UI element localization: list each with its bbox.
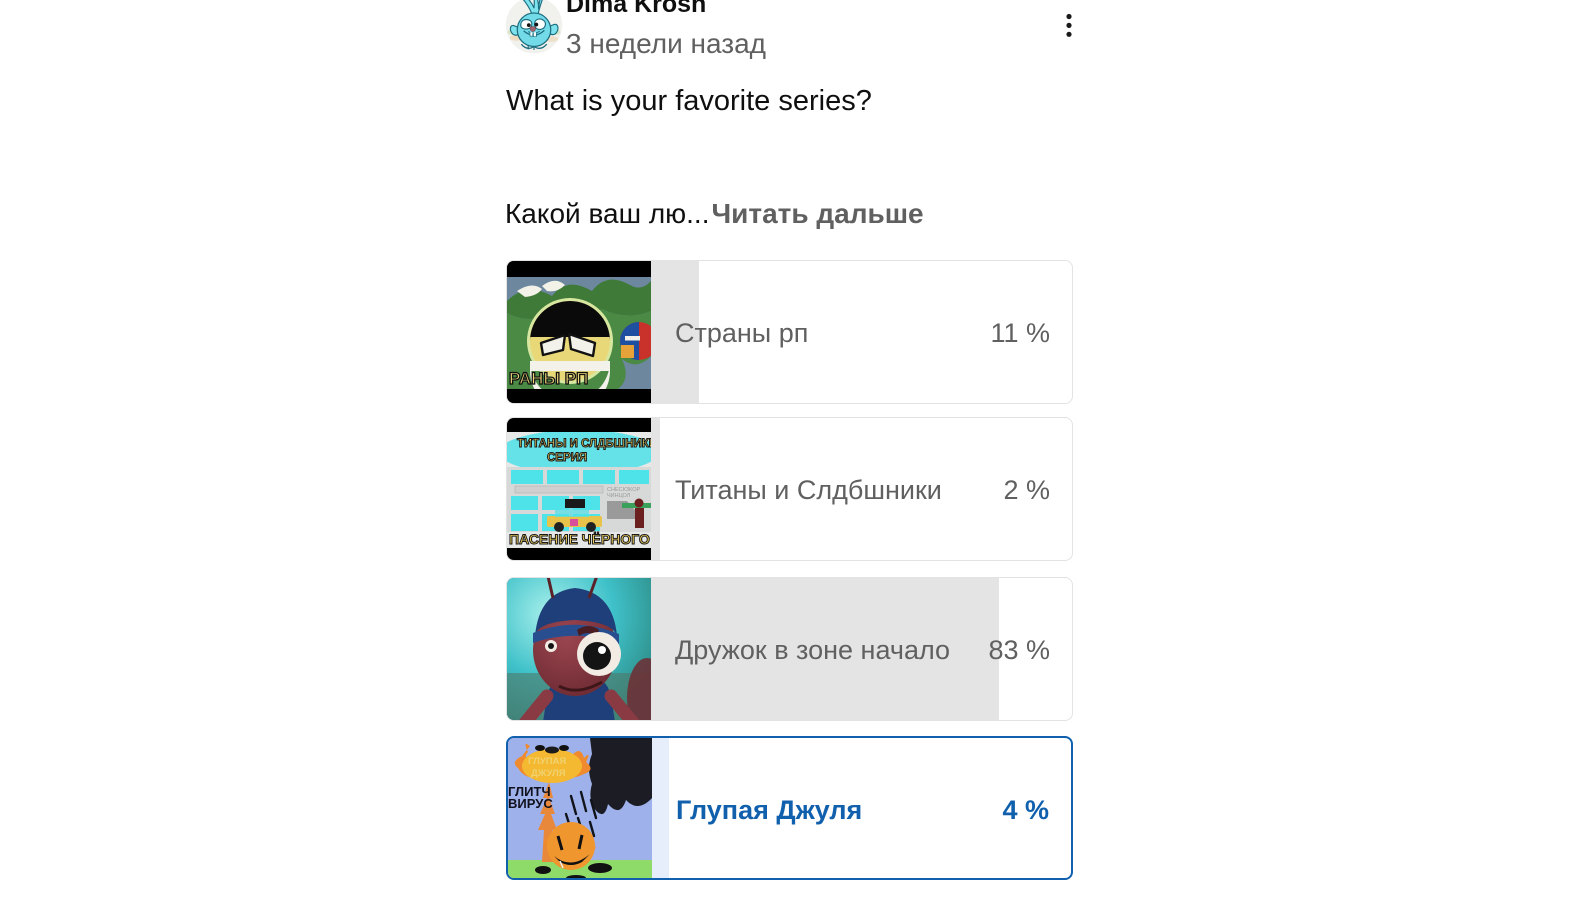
svg-text:РАНЫ РП: РАНЫ РП [509,369,588,388]
svg-text:ТИТАНЫ И СЛДБШНИКИ 3: ТИТАНЫ И СЛДБШНИКИ 3 [517,438,651,450]
svg-text:ДЖУЛЯ: ДЖУЛЯ [531,768,566,779]
svg-text:ВИРУС: ВИРУС [508,796,553,811]
svg-text:ПАСЕНИЕ ЧЁРНОГО ЧАРДЖ: ПАСЕНИЕ ЧЁРНОГО ЧАРДЖ [509,531,651,547]
svg-text:ЧИНЦОЛ: ЧИНЦОЛ [607,493,631,499]
svg-text:СЕРИЯ: СЕРИЯ [547,452,587,464]
svg-text:ГЛУПАЯ: ГЛУПАЯ [528,756,566,767]
